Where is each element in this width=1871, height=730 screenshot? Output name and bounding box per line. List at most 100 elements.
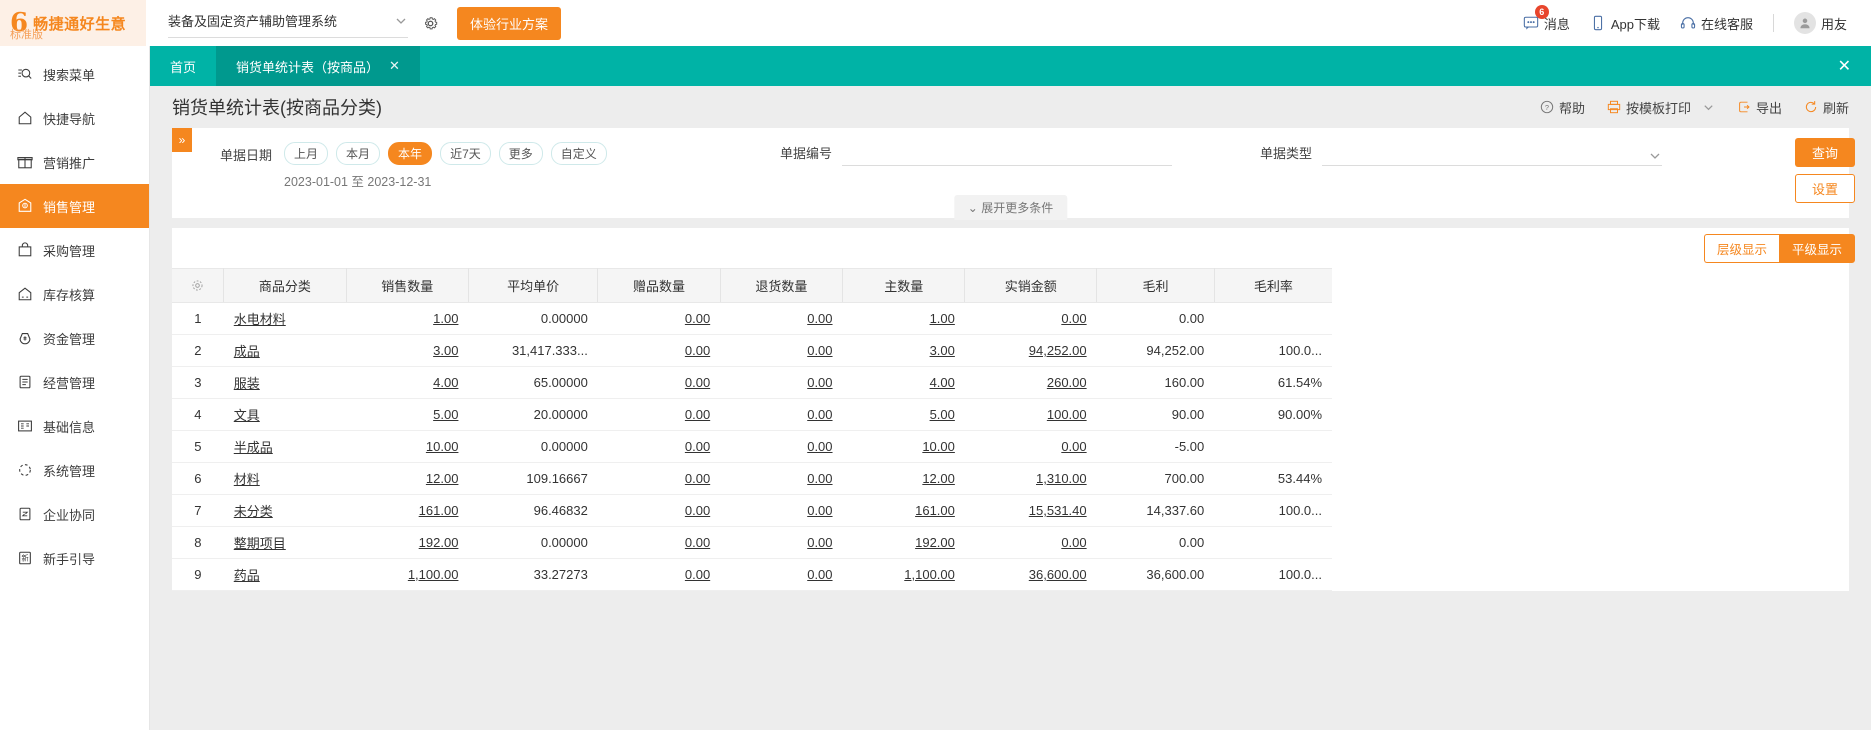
gear-icon[interactable] [422, 15, 439, 32]
row-gift-qty[interactable]: 0.00 [597, 430, 721, 463]
row-return-qty-link[interactable]: 0.00 [807, 439, 833, 454]
row-amount-link[interactable]: 0.00 [1061, 535, 1087, 550]
row-category-link[interactable]: 未分类 [233, 504, 273, 519]
row-amount-link[interactable]: 36,600.00 [1028, 567, 1087, 582]
row-main-qty-link[interactable]: 1,100.00 [904, 567, 955, 582]
refresh-button[interactable]: 刷新 [1804, 98, 1849, 117]
tab-home[interactable]: 首页 [150, 46, 216, 86]
row-amount-link[interactable]: 0.00 [1061, 311, 1087, 326]
row-amount-link[interactable]: 260.00 [1046, 375, 1087, 390]
date-chip-custom[interactable]: 自定义 [550, 142, 607, 165]
row-category[interactable]: 半成品 [223, 430, 347, 463]
row-main-qty-link[interactable]: 192.00 [915, 535, 955, 550]
row-main-qty-link[interactable]: 4.00 [929, 375, 955, 390]
date-chip-last-month[interactable]: 上月 [284, 142, 329, 165]
row-main-qty-link[interactable]: 161.00 [915, 503, 955, 518]
brand-logo[interactable]: 6 畅捷通好生意 标准版 [0, 0, 146, 46]
row-sales-qty-link[interactable]: 4.00 [433, 375, 459, 390]
row-return-qty[interactable]: 0.00 [720, 462, 843, 495]
chevron-down-icon[interactable] [1648, 149, 1662, 163]
date-range-value[interactable]: 2023-01-01 至 2023-12-31 [284, 175, 432, 189]
row-amount[interactable]: 100.00 [964, 398, 1097, 431]
sidebar-item-funds[interactable]: 资金管理 [0, 316, 149, 360]
row-sales-qty[interactable]: 10.00 [346, 430, 469, 463]
row-sales-qty[interactable]: 192.00 [346, 526, 469, 559]
row-gift-qty-link[interactable]: 0.00 [684, 407, 711, 422]
app-select[interactable]: 装备及固定资产辅助管理系统 [168, 8, 408, 38]
date-chip-last-7-days[interactable]: 近7天 [440, 142, 491, 165]
date-chip-this-year[interactable]: 本年 [388, 142, 433, 165]
row-main-qty[interactable]: 5.00 [842, 398, 965, 431]
row-category[interactable]: 成品 [223, 334, 347, 367]
row-gift-qty[interactable]: 0.00 [597, 334, 721, 367]
row-category-link[interactable]: 半成品 [233, 440, 273, 455]
print-template-button[interactable]: 按模板打印 [1607, 98, 1715, 117]
row-return-qty-link[interactable]: 0.00 [807, 375, 833, 390]
row-return-qty-link[interactable]: 0.00 [807, 471, 833, 486]
row-return-qty-link[interactable]: 0.00 [807, 567, 833, 582]
row-main-qty-link[interactable]: 12.00 [922, 471, 955, 486]
row-gift-qty[interactable]: 0.00 [597, 398, 721, 431]
row-return-qty-link[interactable]: 0.00 [807, 343, 833, 358]
date-chip-this-month[interactable]: 本月 [336, 142, 381, 165]
row-main-qty-link[interactable]: 1.00 [929, 311, 955, 326]
row-amount[interactable]: 1,310.00 [964, 462, 1097, 495]
table-row[interactable]: 6 材料 12.00 109.16667 0.00 0.00 12.00 1,310.00 70… [172, 462, 1332, 495]
row-amount-link[interactable]: 15,531.40 [1028, 503, 1087, 518]
expand-more-conditions[interactable]: ⌄ 展开更多条件 [953, 195, 1068, 220]
row-category-link[interactable]: 药品 [233, 568, 260, 583]
row-gift-qty[interactable]: 0.00 [597, 366, 721, 399]
table-row[interactable]: 7 未分类 161.00 96.46832 0.00 0.00 161.00 15,531.4… [172, 494, 1332, 527]
row-gift-qty-link[interactable]: 0.00 [684, 375, 711, 390]
row-main-qty[interactable]: 10.00 [842, 430, 965, 463]
sidebar-item-marketing[interactable]: 营销推广 [0, 140, 149, 184]
table-row[interactable]: 4 文具 5.00 20.00000 0.00 0.00 5.00 100.00 90.00 90… [172, 398, 1332, 431]
row-main-qty[interactable]: 1.00 [842, 302, 965, 335]
sidebar-item-basic-info[interactable]: 基础信息 [0, 404, 149, 448]
row-sales-qty[interactable]: 12.00 [346, 462, 469, 495]
online-support-button[interactable]: 在线客服 [1680, 14, 1753, 33]
row-gift-qty-link[interactable]: 0.00 [684, 567, 711, 582]
col-return-qty[interactable]: 退货数量 [720, 268, 844, 303]
col-main-qty[interactable]: 主数量 [842, 268, 966, 303]
row-return-qty[interactable]: 0.00 [720, 558, 843, 591]
row-main-qty[interactable]: 1,100.00 [842, 558, 965, 591]
row-return-qty-link[interactable]: 0.00 [807, 503, 833, 518]
row-sales-qty-link[interactable]: 1.00 [433, 311, 459, 326]
row-return-qty[interactable]: 0.00 [720, 302, 843, 335]
doc-type-select[interactable] [1322, 142, 1663, 166]
sidebar-item-inventory[interactable]: 库存核算 [0, 272, 149, 316]
view-toggle-flat[interactable]: 平级显示 [1778, 234, 1855, 263]
row-sales-qty[interactable]: 4.00 [346, 366, 469, 399]
tab-close-icon[interactable]: ✕ [389, 58, 400, 73]
query-button[interactable]: 查询 [1794, 138, 1855, 167]
row-main-qty-link[interactable]: 3.00 [929, 343, 955, 358]
row-gift-qty-link[interactable]: 0.00 [684, 503, 711, 518]
row-category[interactable]: 药品 [223, 558, 347, 591]
column-settings-icon[interactable] [172, 268, 225, 303]
sidebar-item-quick-nav[interactable]: 快捷导航 [0, 96, 149, 140]
row-return-qty-link[interactable]: 0.00 [807, 311, 833, 326]
row-sales-qty[interactable]: 1,100.00 [346, 558, 469, 591]
row-sales-qty[interactable]: 3.00 [346, 334, 469, 367]
chevron-down-icon[interactable] [1702, 101, 1715, 114]
table-row[interactable]: 2 成品 3.00 31,417.333... 0.00 0.00 3.00 94,252.0… [172, 334, 1332, 367]
row-category[interactable]: 未分类 [223, 494, 347, 527]
row-amount-link[interactable]: 94,252.00 [1028, 343, 1087, 358]
row-main-qty[interactable]: 4.00 [842, 366, 965, 399]
row-return-qty-link[interactable]: 0.00 [807, 407, 833, 422]
help-button[interactable]: ? 帮助 [1540, 98, 1585, 117]
double-chevron-right-icon[interactable]: » [172, 128, 192, 152]
col-category[interactable]: 商品分类 [223, 268, 347, 303]
col-avg-price[interactable]: 平均单价 [468, 268, 599, 303]
col-profit[interactable]: 毛利 [1096, 268, 1215, 303]
row-gift-qty[interactable]: 0.00 [597, 494, 721, 527]
table-row[interactable]: 9 药品 1,100.00 33.27273 0.00 0.00 1,100.00 36,60… [172, 558, 1332, 591]
row-sales-qty[interactable]: 5.00 [346, 398, 469, 431]
row-sales-qty-link[interactable]: 5.00 [433, 407, 459, 422]
row-amount[interactable]: 94,252.00 [964, 334, 1097, 367]
row-return-qty[interactable]: 0.00 [720, 334, 843, 367]
row-gift-qty[interactable]: 0.00 [597, 302, 721, 335]
row-sales-qty-link[interactable]: 161.00 [418, 503, 459, 518]
col-amount[interactable]: 实销金额 [964, 268, 1098, 303]
